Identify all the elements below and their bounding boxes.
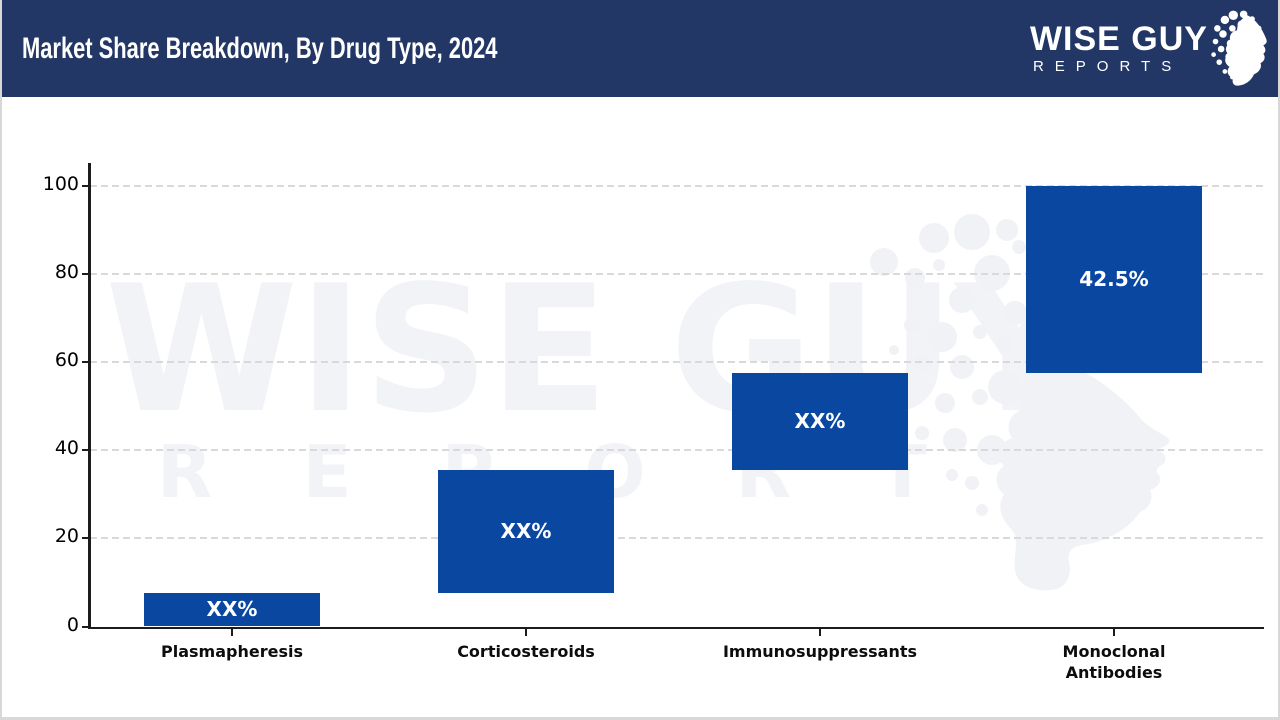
gridline-40 <box>90 449 1264 452</box>
y-axis-line <box>88 163 91 629</box>
x-axis-line <box>88 626 1264 629</box>
gridline-20 <box>90 537 1264 540</box>
gridline-80 <box>90 273 1264 276</box>
x-category-label-immunosuppressants: Immunosuppressants <box>722 641 918 661</box>
y-axis-tick-label-40: 40 <box>54 437 79 460</box>
x-axis-tick-monoclonal <box>1113 629 1115 636</box>
x-axis-tick-corticosteroids <box>525 629 527 636</box>
x-axis-tick-immunosuppressants <box>819 629 821 636</box>
x-category-label-plasmapheresis: Plasmapheresis <box>161 641 303 661</box>
y-axis-tick-40 <box>82 449 89 452</box>
bar-value-label-monoclonal: 42.5% <box>1079 266 1149 291</box>
logo-subtext: REPORTS <box>1032 58 1183 75</box>
bar-corticosteroids <box>438 470 614 594</box>
y-axis-tick-label-20: 20 <box>54 525 79 548</box>
bar-immunosuppressants <box>732 373 908 471</box>
bar-value-label-plasmapheresis: XX% <box>206 596 258 621</box>
y-axis-tick-100 <box>82 185 89 187</box>
bar-value-label-immunosuppressants: XX% <box>794 408 846 433</box>
y-axis-tick-20 <box>82 537 89 540</box>
bar-plasmapheresis <box>144 593 320 627</box>
x-category-label-monoclonal: Monoclonal Antibodies <box>1062 641 1166 682</box>
bar-monoclonal <box>1026 186 1202 374</box>
gridline-100 <box>90 185 1264 187</box>
x-axis-tick-plasmapheresis <box>231 629 233 636</box>
y-axis-tick-label-100: 100 <box>42 173 79 195</box>
logo-wordmark: WISE GUY <box>1029 20 1208 58</box>
bar-value-label-corticosteroids: XX% <box>500 518 552 543</box>
logo-text-block: WISE GUY REPORTS <box>1030 22 1208 75</box>
watermark-wordmark: WISE GUY <box>105 249 1083 452</box>
y-axis-tick-80 <box>82 273 89 276</box>
y-axis-tick-label-60: 60 <box>54 349 79 372</box>
y-axis-tick-0 <box>82 625 89 628</box>
header-bar: Market Share Breakdown, By Drug Type, 20… <box>2 0 1278 97</box>
logo-face-icon <box>1211 10 1267 86</box>
x-category-label-corticosteroids: Corticosteroids <box>457 641 595 661</box>
y-axis-tick-label-80: 80 <box>54 261 79 284</box>
y-axis-tick-60 <box>82 361 89 364</box>
plot-area: 0 20 40 60 80 100 XX% Plasmapheresis XX% Corticos… <box>2 97 1278 717</box>
wiseguy-logo: WISE GUY REPORTS <box>1030 7 1268 91</box>
y-axis-tick-label-0: 0 <box>66 613 79 636</box>
page-title: Market Share Breakdown, By Drug Type, 20… <box>22 31 498 65</box>
chart-canvas: WISE GUY REPORTS 0 20 40 60 80 100 XX% Plasmaph… <box>2 97 1278 717</box>
gridline-60 <box>90 361 1264 364</box>
